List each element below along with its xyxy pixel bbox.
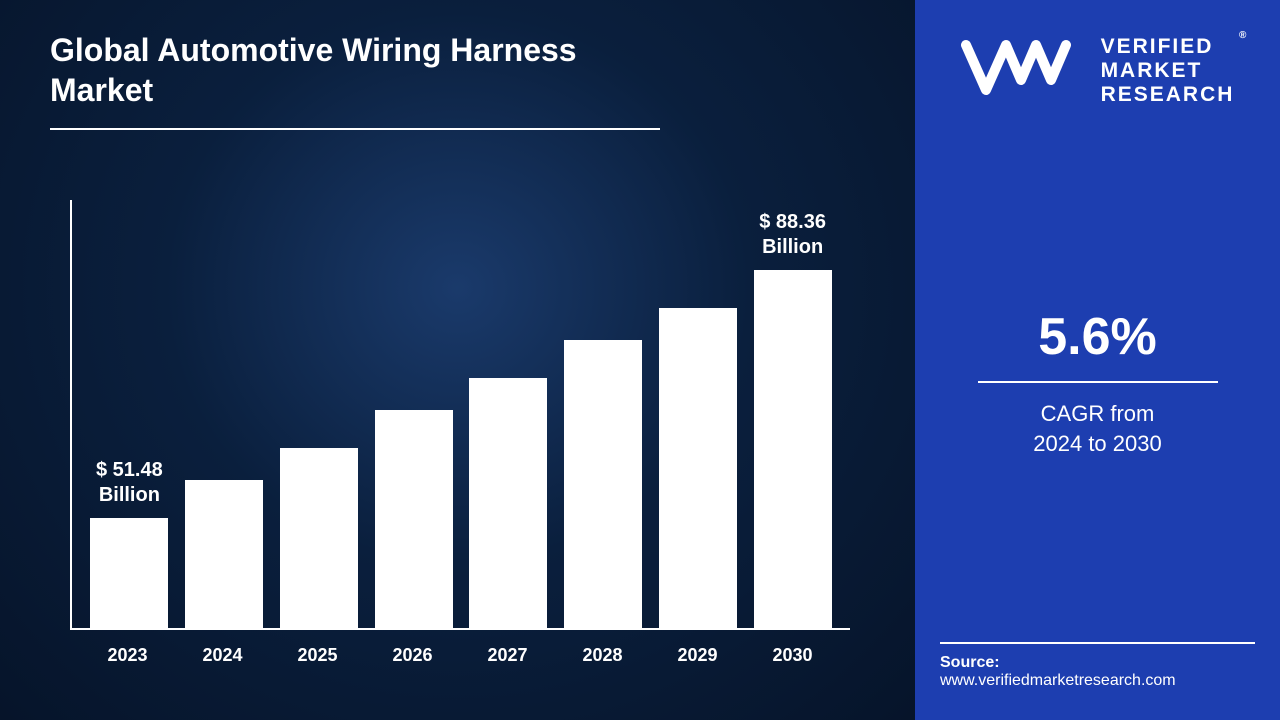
bar-label-unit: Billion [762,236,823,258]
cagr-desc-line: 2024 to 2030 [1033,431,1161,456]
bar [469,378,547,628]
bar-2024 [185,480,263,628]
cagr-block: 5.6% CAGR from 2024 to 2030 [978,307,1218,458]
bar-label-last: $ 88.36 Billion [759,210,826,260]
title-underline [50,128,660,130]
bar-2027 [469,378,547,628]
bar-2028 [564,340,642,628]
x-label: 2025 [279,635,357,670]
x-label: 2029 [659,635,737,670]
bar [185,480,263,628]
bar [659,308,737,628]
cagr-underline [978,381,1218,383]
side-panel: VERIFIED MARKET RESEARCH ® 5.6% CAGR fro… [915,0,1280,720]
bar-label-unit: Billion [99,484,160,506]
brand-line: VERIFIED [1101,35,1214,58]
registered-mark-icon: ® [1239,30,1248,42]
x-axis-labels: 2023 2024 2025 2026 2027 2028 2029 2030 [70,635,850,670]
bar [375,410,453,628]
bar-2023: $ 51.48 Billion [90,518,168,628]
bar-2030: $ 88.36 Billion [754,270,832,628]
brand-line: MARKET [1101,59,1203,82]
cagr-value: 5.6% [978,307,1218,367]
bar [280,448,358,628]
x-label: 2024 [184,635,262,670]
vmr-logo-icon [961,35,1091,105]
source-url: www.verifiedmarketresearch.com [940,672,1255,690]
bar-2025 [280,448,358,628]
source-block: Source: www.verifiedmarketresearch.com [940,642,1255,690]
brand-text: VERIFIED MARKET RESEARCH ® [1101,35,1235,107]
x-label: 2027 [469,635,547,670]
x-label: 2023 [89,635,167,670]
bar-2029 [659,308,737,628]
bar-label-first: $ 51.48 Billion [96,458,163,508]
brand-line: RESEARCH [1101,83,1235,106]
x-label: 2028 [564,635,642,670]
brand-logo: VERIFIED MARKET RESEARCH ® [961,35,1235,107]
source-underline [940,642,1255,644]
bar-2026 [375,410,453,628]
cagr-desc-line: CAGR from [1041,401,1155,426]
page-title: Global Automotive Wiring Harness Market [50,30,610,110]
main-panel: Global Automotive Wiring Harness Market … [0,0,915,720]
bar [754,270,832,628]
source-label: Source: [940,654,1255,672]
x-label: 2030 [754,635,832,670]
cagr-description: CAGR from 2024 to 2030 [978,399,1218,458]
bar-label-value: $ 88.36 [759,211,826,233]
bar-chart: $ 51.48 Billion [70,190,850,670]
bar-label-value: $ 51.48 [96,459,163,481]
bar [90,518,168,628]
bars-container: $ 51.48 Billion [70,200,850,630]
bar [564,340,642,628]
x-label: 2026 [374,635,452,670]
